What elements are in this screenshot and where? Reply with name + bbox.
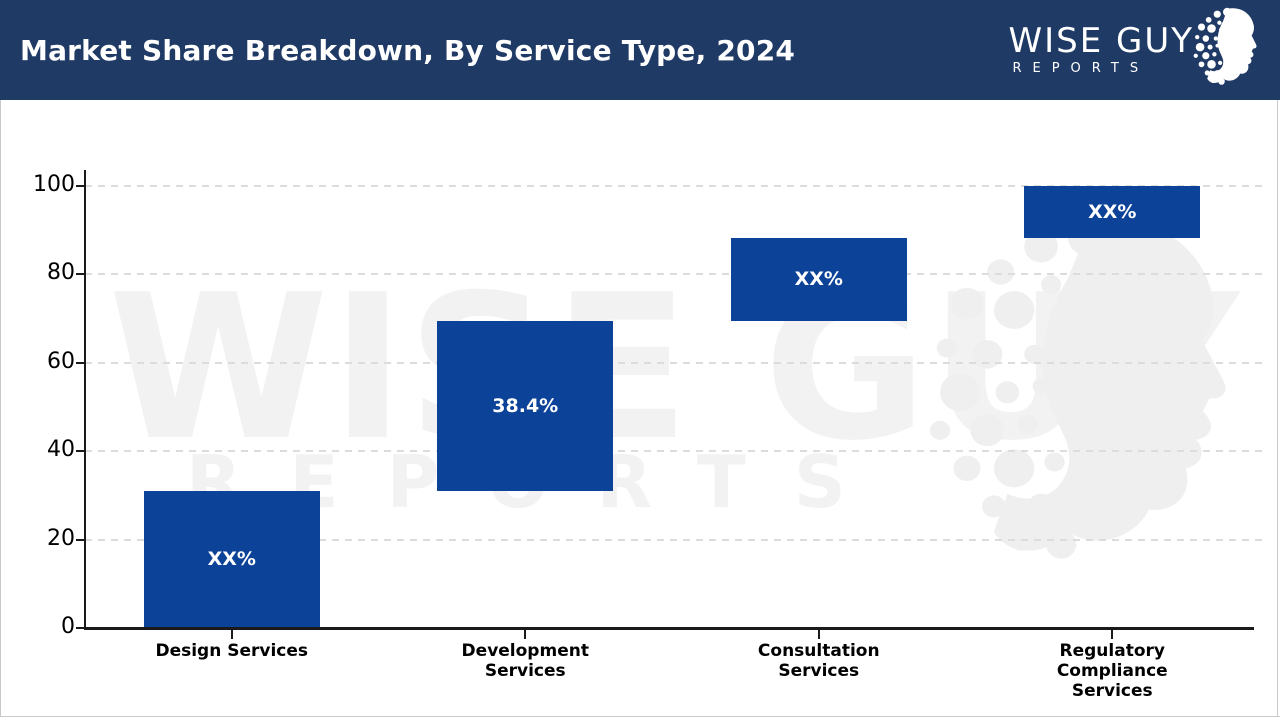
y-tick-mark xyxy=(76,185,85,187)
frame-border-bottom xyxy=(0,716,1280,717)
x-category-label: Development Services xyxy=(400,641,650,681)
waterfall-chart: 0 20 40 60 80 100 XX% Design Services 38.4% Devel… xyxy=(0,100,1280,720)
x-category-label: Regulatory Compliance Services xyxy=(987,641,1237,701)
y-tick-label: 80 xyxy=(47,260,75,286)
grid-line xyxy=(85,450,1262,453)
frame-border-right xyxy=(1277,100,1278,716)
logo-text: WISE GUY REPORTS xyxy=(1008,23,1194,77)
y-axis-line xyxy=(84,170,86,629)
x-axis-line xyxy=(84,627,1254,630)
logo-subtitle: REPORTS xyxy=(1012,61,1150,76)
bar-value-label: 38.4% xyxy=(492,395,559,418)
y-tick-mark xyxy=(76,450,85,453)
y-tick-label: 40 xyxy=(47,437,75,463)
y-tick-label: 100 xyxy=(33,172,75,197)
frame-border-left xyxy=(0,100,1,716)
x-category-label: Design Services xyxy=(107,641,357,661)
x-category-label-line: Design Services xyxy=(155,641,309,661)
grid-line xyxy=(85,538,1262,541)
bar-value-label: XX% xyxy=(1088,200,1137,223)
x-category-label-line: Regulatory xyxy=(1059,641,1165,661)
page-title: Market Share Breakdown, By Service Type,… xyxy=(20,33,796,67)
x-tick-mark xyxy=(230,630,233,639)
y-tick-mark xyxy=(76,273,85,276)
y-tick-label: 20 xyxy=(47,525,75,551)
y-tick-label: 0 xyxy=(61,614,75,639)
y-tick-mark xyxy=(76,361,85,364)
x-category-label-line: Consultation xyxy=(757,641,880,661)
grid-line xyxy=(85,273,1262,276)
x-category-label-line: Development xyxy=(461,641,589,661)
x-category-label-line: Services xyxy=(484,661,566,681)
x-category-label-line: Services xyxy=(778,661,860,681)
grid-line xyxy=(85,185,1262,187)
bar: XX% xyxy=(143,490,320,628)
header-bar: Market Share Breakdown, By Service Type,… xyxy=(0,0,1280,100)
x-category-label: Consultation Services xyxy=(694,641,944,681)
grid-line xyxy=(85,361,1262,364)
x-tick-mark xyxy=(524,630,527,639)
bar-value-label: XX% xyxy=(207,548,256,571)
x-category-label-line: Services xyxy=(1071,681,1153,701)
dotted-head-profile-icon xyxy=(1193,7,1257,85)
bar: 38.4% xyxy=(437,321,614,491)
y-tick-label: 60 xyxy=(47,348,75,374)
bar-value-label: XX% xyxy=(794,268,843,291)
x-category-label-line: Compliance xyxy=(1056,661,1168,681)
y-tick-mark xyxy=(76,627,85,629)
x-tick-mark xyxy=(817,630,820,639)
y-tick-mark xyxy=(76,538,85,541)
x-tick-mark xyxy=(1111,630,1114,639)
watermark-head-profile-icon xyxy=(929,218,1226,559)
bar: XX% xyxy=(1024,186,1201,238)
bar: XX% xyxy=(730,237,907,322)
wise-guy-reports-logo: WISE GUY REPORTS xyxy=(1008,4,1266,96)
logo-wordmark: WISE GUY xyxy=(1008,21,1194,61)
